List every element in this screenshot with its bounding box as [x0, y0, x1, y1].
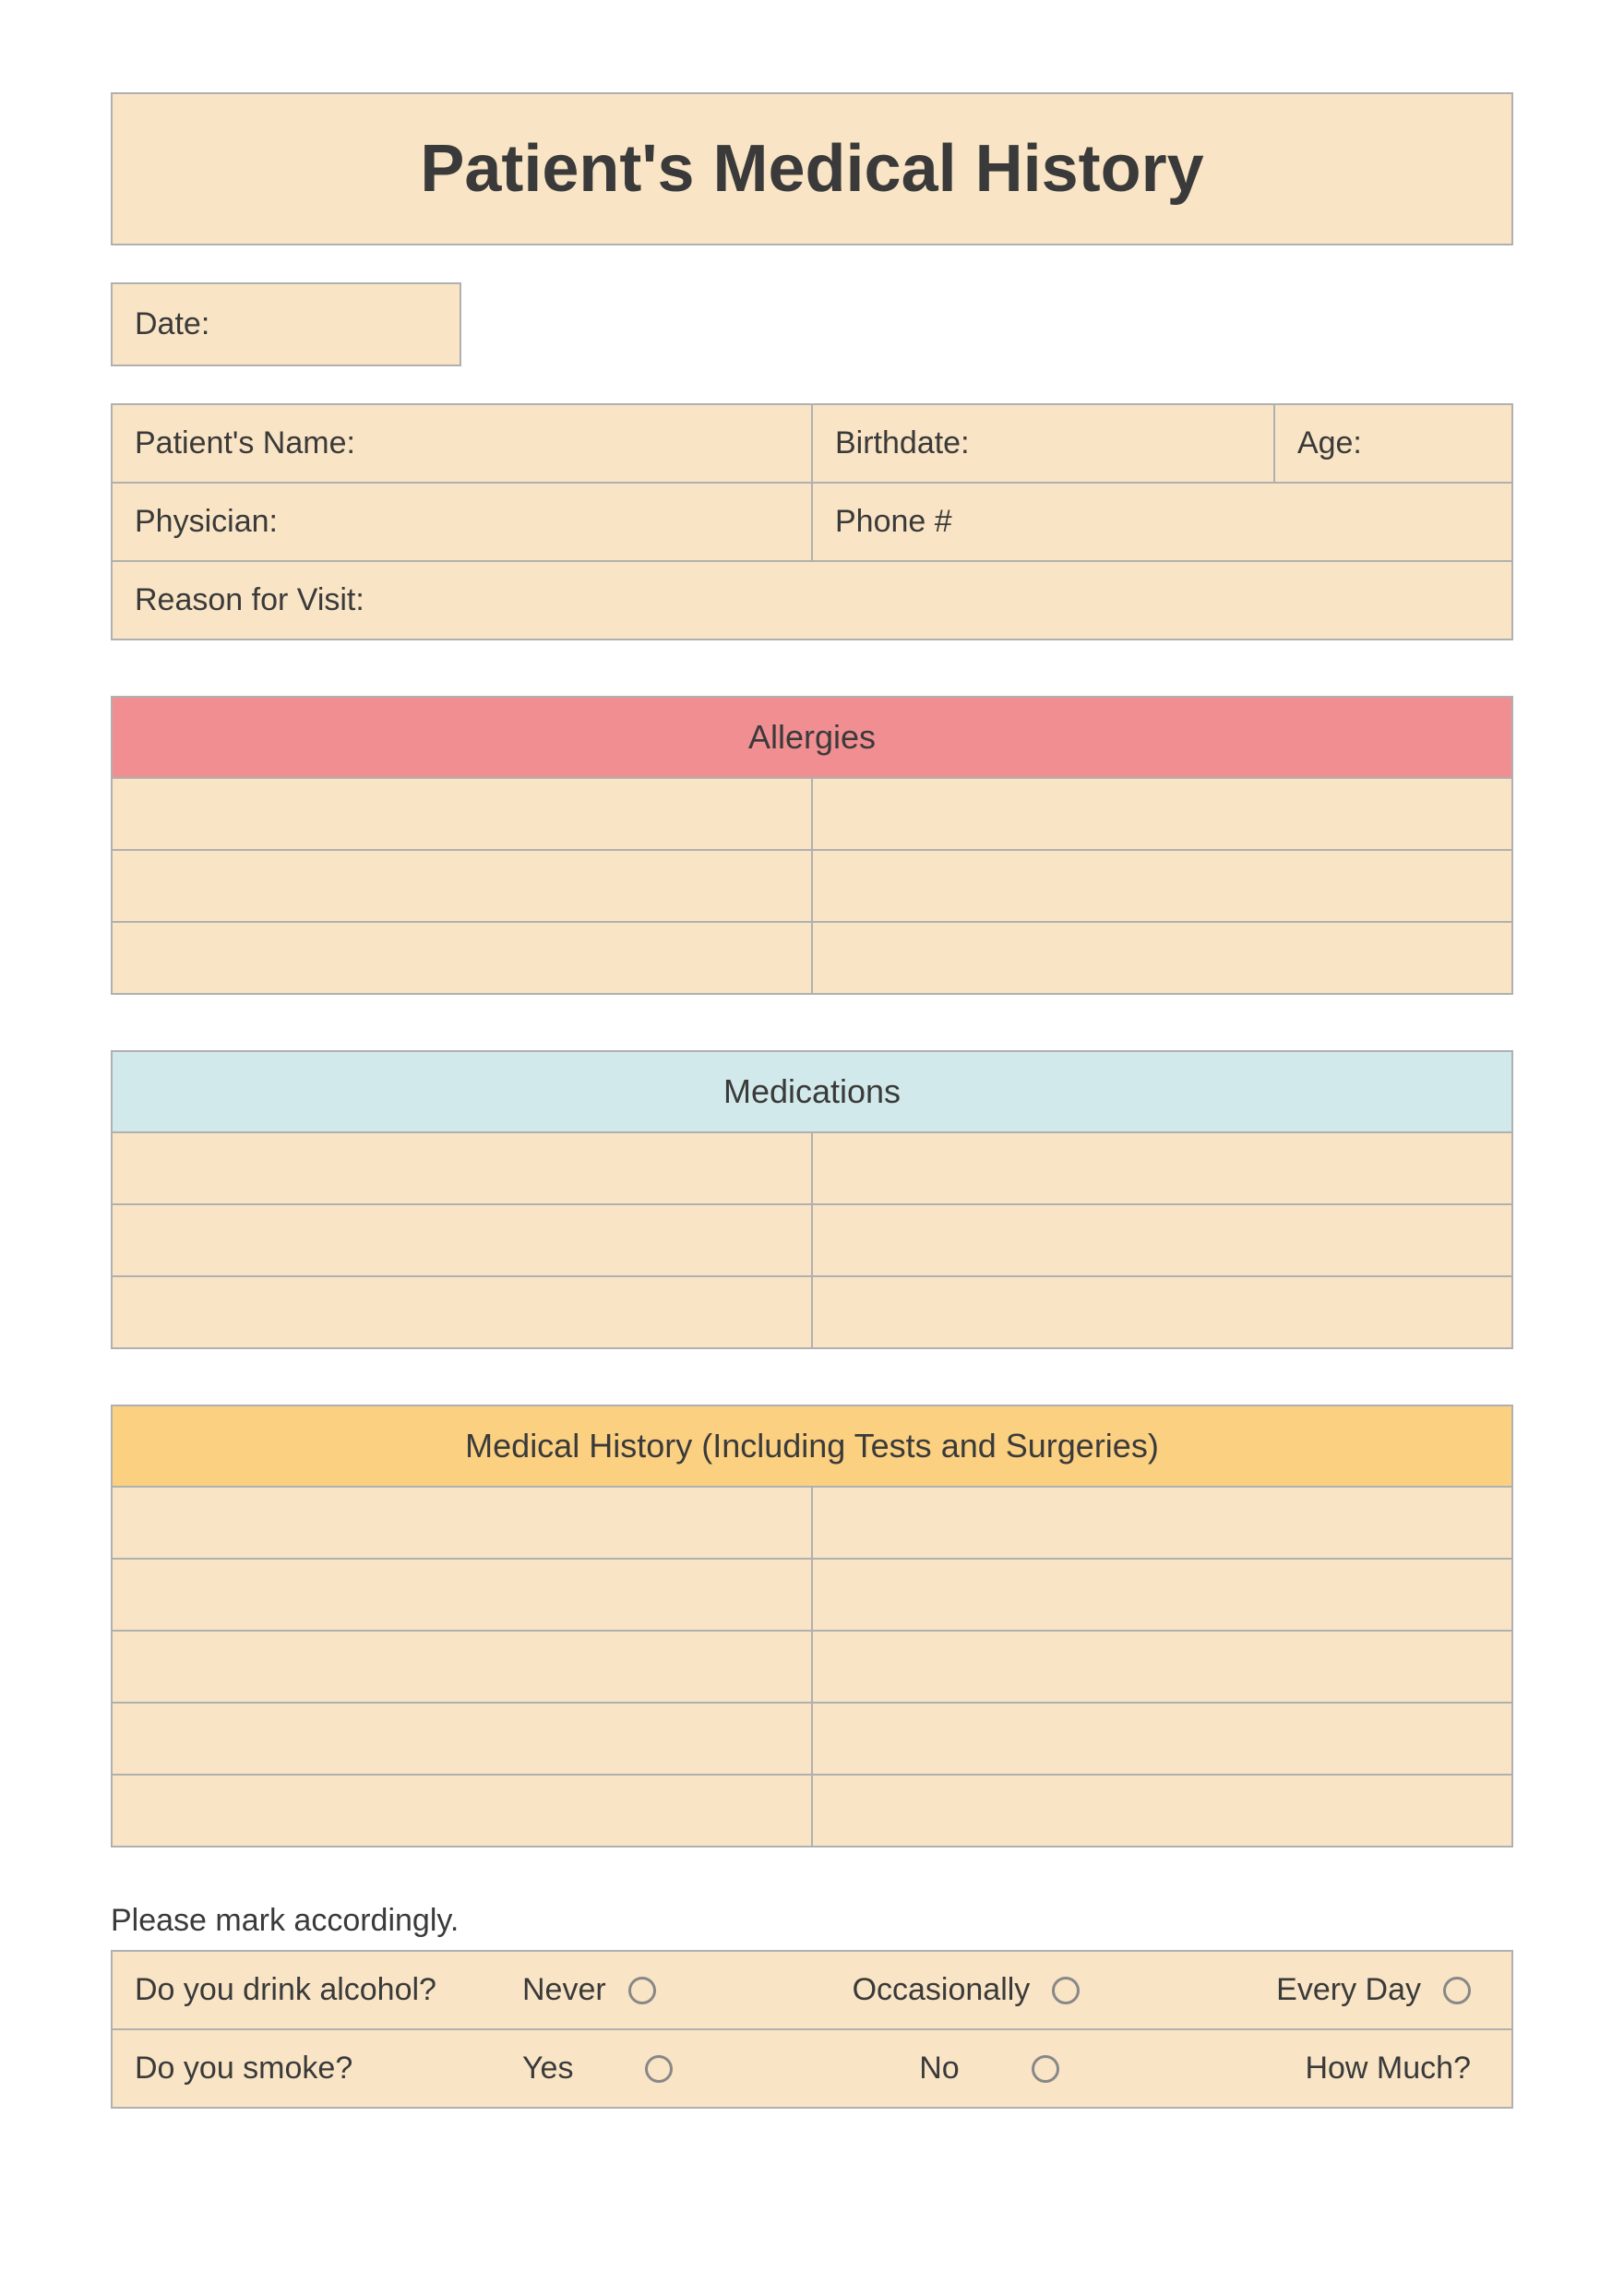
alcohol-option-never[interactable]: Never: [522, 1972, 656, 2008]
radio-icon[interactable]: [645, 2055, 673, 2083]
history-cell[interactable]: [112, 1703, 812, 1775]
allergies-header: Allergies: [112, 697, 1512, 778]
patient-name-field[interactable]: Patient's Name:: [112, 404, 812, 483]
history-cell[interactable]: [812, 1559, 1512, 1631]
physician-field[interactable]: Physician:: [112, 483, 812, 561]
medications-cell[interactable]: [812, 1132, 1512, 1204]
instruction-text: Please mark accordingly.: [111, 1903, 1513, 1939]
medical-history-table: Medical History (Including Tests and Sur…: [111, 1405, 1513, 1848]
allergies-cell[interactable]: [112, 778, 812, 850]
medications-cell[interactable]: [812, 1204, 1512, 1276]
smoke-row: Do you smoke? Yes No How Much?: [112, 2029, 1512, 2108]
allergies-cell[interactable]: [812, 922, 1512, 994]
phone-field[interactable]: Phone #: [812, 483, 1512, 561]
alcohol-question: Do you drink alcohol?: [135, 1972, 522, 2008]
patient-info-table: Patient's Name: Birthdate: Age: Physicia…: [111, 403, 1513, 640]
medications-cell[interactable]: [112, 1204, 812, 1276]
smoke-question: Do you smoke?: [135, 2051, 522, 2087]
smoke-how-much[interactable]: How Much?: [1305, 2051, 1471, 2087]
page-title: Patient's Medical History: [131, 131, 1493, 207]
medications-table: Medications: [111, 1050, 1513, 1349]
allergies-cell[interactable]: [812, 850, 1512, 922]
medical-history-header: Medical History (Including Tests and Sur…: [112, 1405, 1512, 1487]
habits-table: Do you drink alcohol? Never Occasionally…: [111, 1950, 1513, 2109]
alcohol-option-everyday[interactable]: Every Day: [1276, 1972, 1471, 2008]
radio-icon[interactable]: [1052, 1977, 1080, 2004]
history-cell[interactable]: [112, 1631, 812, 1703]
medications-cell[interactable]: [112, 1276, 812, 1348]
radio-icon[interactable]: [1032, 2055, 1059, 2083]
radio-icon[interactable]: [628, 1977, 656, 2004]
reason-field[interactable]: Reason for Visit:: [112, 561, 1512, 640]
date-field[interactable]: Date:: [111, 282, 461, 366]
smoke-option-no[interactable]: No: [919, 2051, 1058, 2087]
history-cell[interactable]: [812, 1775, 1512, 1847]
birthdate-field[interactable]: Birthdate:: [812, 404, 1274, 483]
history-cell[interactable]: [812, 1631, 1512, 1703]
history-cell[interactable]: [112, 1487, 812, 1559]
smoke-option-yes[interactable]: Yes: [522, 2051, 673, 2087]
allergies-cell[interactable]: [112, 922, 812, 994]
medications-cell[interactable]: [112, 1132, 812, 1204]
alcohol-option-occasionally[interactable]: Occasionally: [853, 1972, 1081, 2008]
history-cell[interactable]: [112, 1559, 812, 1631]
allergies-cell[interactable]: [812, 778, 1512, 850]
age-field[interactable]: Age:: [1274, 404, 1512, 483]
allergies-table: Allergies: [111, 696, 1513, 995]
medications-header: Medications: [112, 1051, 1512, 1132]
title-box: Patient's Medical History: [111, 92, 1513, 245]
history-cell[interactable]: [112, 1775, 812, 1847]
radio-icon[interactable]: [1443, 1977, 1471, 2004]
allergies-cell[interactable]: [112, 850, 812, 922]
alcohol-row: Do you drink alcohol? Never Occasionally…: [112, 1951, 1512, 2029]
history-cell[interactable]: [812, 1703, 1512, 1775]
medications-cell[interactable]: [812, 1276, 1512, 1348]
history-cell[interactable]: [812, 1487, 1512, 1559]
